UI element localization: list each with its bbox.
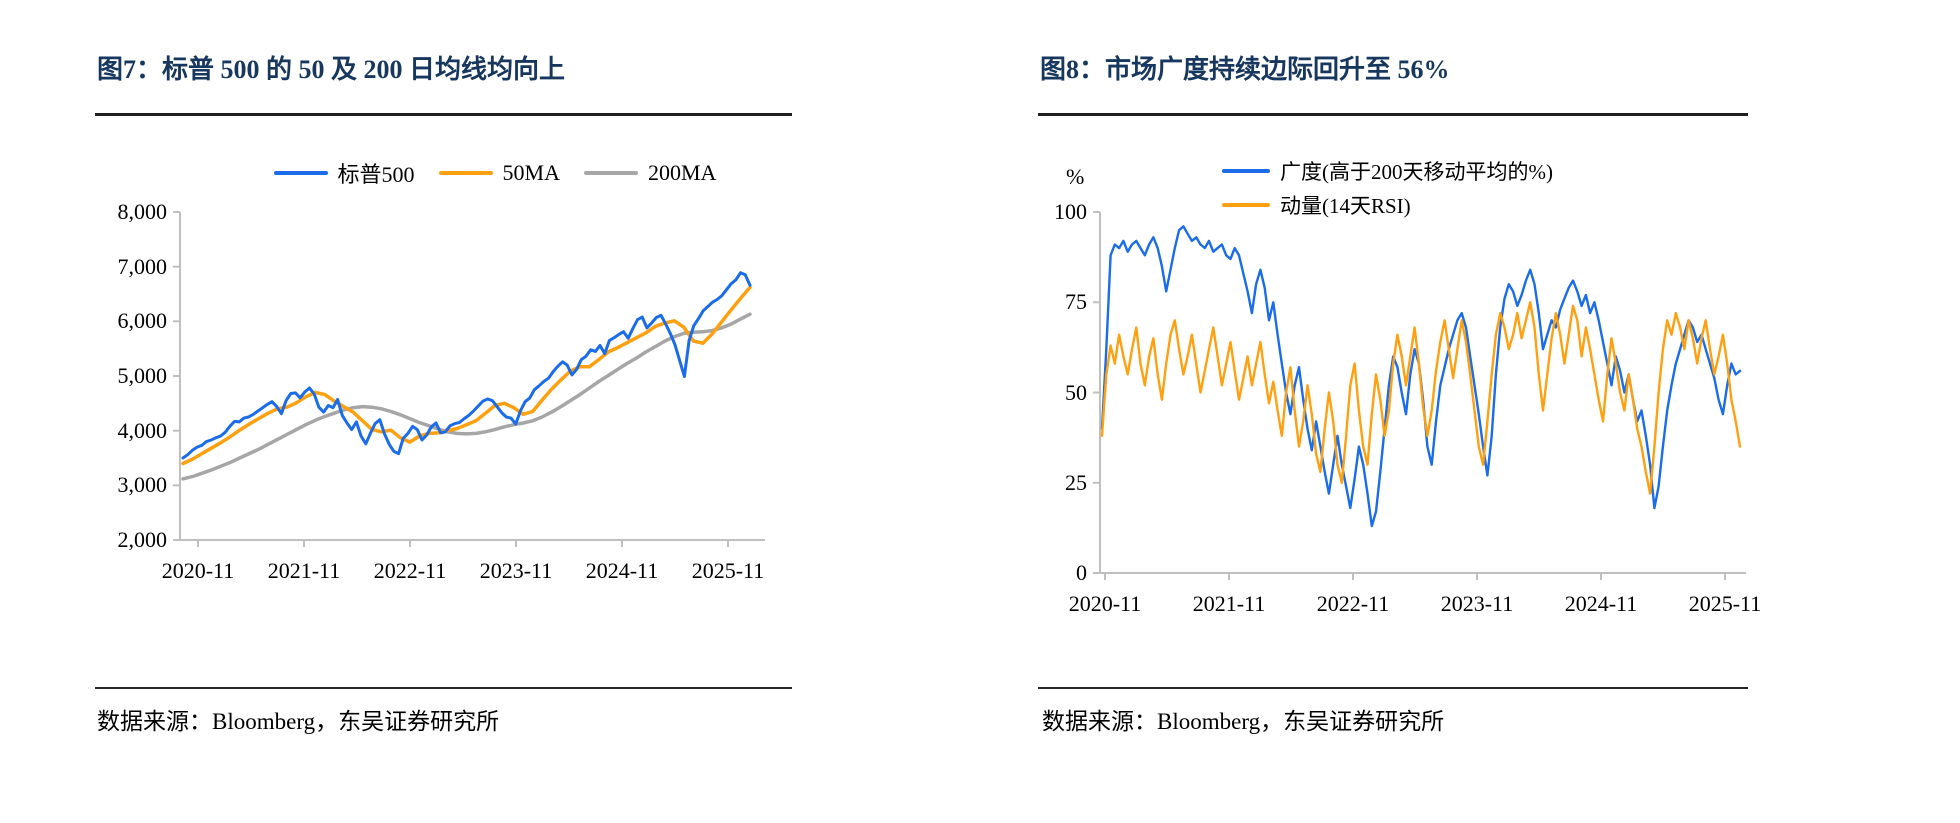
- x-axis-tick-label: 2023-11: [1440, 591, 1514, 616]
- legend-item-sp500: 标普500: [273, 156, 415, 190]
- figure8-title-underline: [1038, 113, 1748, 116]
- y-axis-tick-label: 0: [1076, 560, 1087, 585]
- x-axis-tick-label: 2022-11: [373, 558, 447, 583]
- y-axis-tick-label: 5,000: [117, 363, 168, 388]
- x-axis-tick-label: 2021-11: [1192, 591, 1266, 616]
- x-axis-tick-label: 2021-11: [267, 558, 341, 583]
- x-axis-tick-label: 2024-11: [1564, 591, 1638, 616]
- y-axis-tick-label: 50: [1065, 379, 1087, 405]
- x-axis-tick-label: 2020-11: [1068, 591, 1142, 616]
- figure8-legend: 广度(高于200天移动平均的%) 动量(14天RSI): [1222, 154, 1553, 222]
- x-axis-tick-label: 2025-11: [1688, 591, 1762, 616]
- legend-item-50ma: 50MA: [438, 156, 560, 190]
- momentum-line-swatch: [1222, 203, 1270, 207]
- y-axis-tick-label: 7,000: [117, 253, 168, 279]
- series-line-1: [1100, 301, 1742, 495]
- y-axis-tick-label: 25: [1065, 469, 1087, 495]
- legend-label: 200MA: [648, 160, 717, 185]
- x-axis-tick-label: 2022-11: [1316, 591, 1390, 616]
- legend-label: 50MA: [502, 160, 560, 185]
- 200ma-line-swatch: [584, 171, 638, 175]
- legend-label: 标普500: [337, 162, 415, 187]
- legend-label: 广度(高于200天移动平均的%): [1280, 160, 1553, 184]
- figure7-title-underline: [95, 113, 792, 116]
- y-axis-tick-label: 2,000: [117, 527, 168, 552]
- breadth-line-swatch: [1222, 169, 1270, 173]
- legend-label: 动量(14天RSI): [1280, 194, 1411, 218]
- market-breadth-chart: % 广度(高于200天移动平均的%) 动量(14天RSI) 100 75 50 25 0…: [1040, 128, 1761, 618]
- figure7-source: 数据来源：Bloomberg，东吴证券研究所: [97, 709, 500, 734]
- chart-canvas: [173, 211, 765, 547]
- sp500-moving-average-chart: 标普500 50MA 200MA 8,000 7,000 6,000 5,000 4,0…: [95, 128, 800, 608]
- series-line-1: [181, 285, 752, 466]
- axis-lines: [179, 212, 765, 541]
- legend-item-breadth: 广度(高于200天移动平均的%): [1222, 154, 1553, 188]
- legend-item-200ma: 200MA: [584, 156, 716, 190]
- figure8-source-rule: [1038, 687, 1748, 689]
- legend-item-momentum: 动量(14天RSI): [1222, 188, 1553, 222]
- y-axis-tick-label: 4,000: [117, 417, 168, 443]
- y-axis-tick-label: 6,000: [117, 308, 168, 334]
- y-axis-tick-label: 8,000: [117, 199, 168, 224]
- y-axis-tick-label: 75: [1065, 289, 1087, 315]
- chart-canvas: [1093, 211, 1746, 580]
- x-axis-tick-label: 2023-11: [479, 558, 553, 583]
- y-axis-tick-label: 3,000: [117, 472, 168, 498]
- sp500-line-swatch: [273, 171, 328, 175]
- figure7-source-rule: [95, 687, 792, 689]
- y-axis-tick-label: 100: [1054, 199, 1087, 224]
- series-line-2: [181, 312, 752, 481]
- figure8-source: 数据来源：Bloomberg，东吴证券研究所: [1042, 709, 1445, 734]
- figure8-title: 图8：市场广度持续边际回升至 56%: [1040, 55, 1450, 84]
- x-axis-tick-label: 2025-11: [691, 558, 765, 583]
- 50ma-line-swatch: [438, 171, 493, 175]
- x-axis-tick-label: 2020-11: [161, 558, 235, 583]
- figure7-legend: 标普500 50MA 200MA: [215, 156, 775, 190]
- series-line-0: [181, 271, 752, 460]
- figure7-title: 图7：标普 500 的 50 及 200 日均线均向上: [97, 55, 566, 84]
- x-axis-tick-label: 2024-11: [585, 558, 659, 583]
- y-axis-unit-label: %: [1066, 164, 1085, 189]
